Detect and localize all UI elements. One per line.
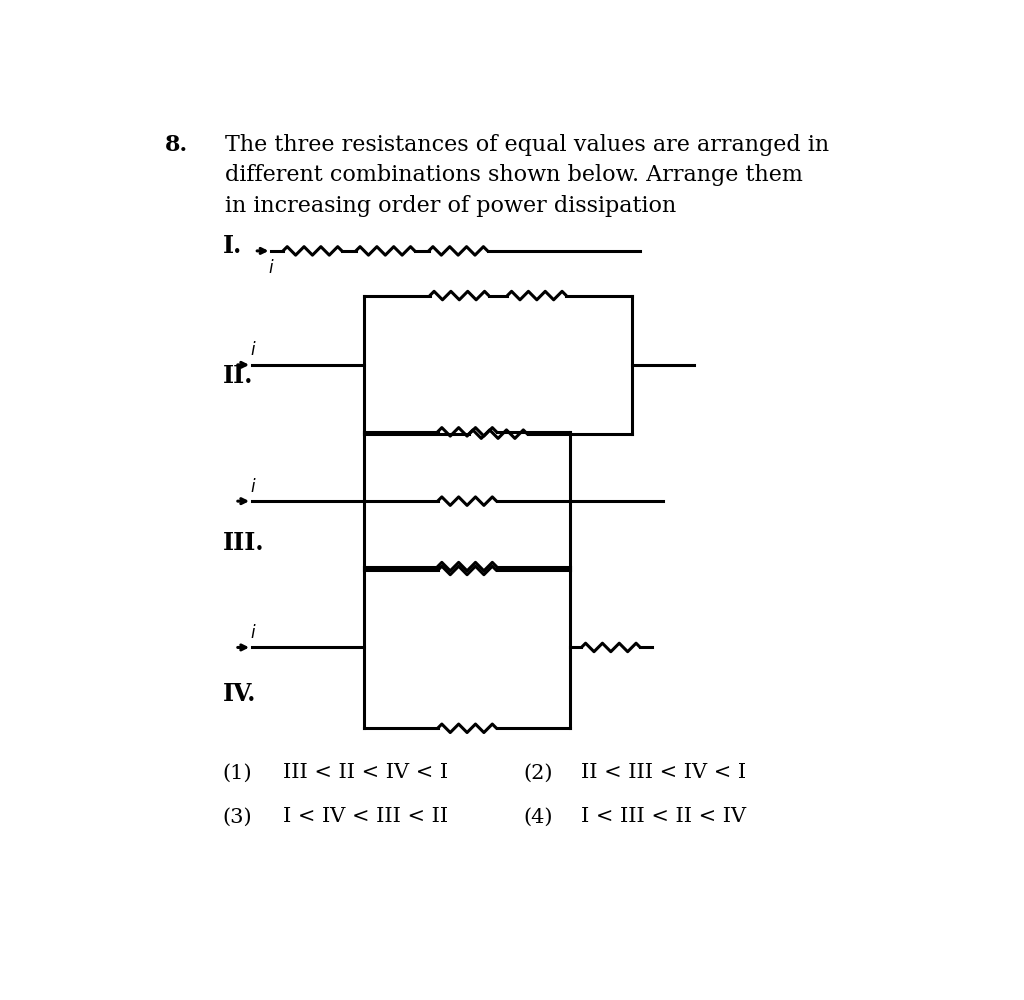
- Text: I < IV < III < II: I < IV < III < II: [283, 807, 449, 826]
- Text: $i$: $i$: [251, 478, 257, 496]
- Text: $i$: $i$: [251, 624, 257, 642]
- Text: 8.: 8.: [165, 134, 188, 156]
- Text: I.: I.: [222, 234, 242, 258]
- Text: (3): (3): [222, 807, 252, 826]
- Text: (4): (4): [523, 807, 553, 826]
- Text: IV.: IV.: [222, 682, 256, 706]
- Text: (1): (1): [222, 763, 252, 782]
- Text: III < II < IV < I: III < II < IV < I: [283, 763, 449, 782]
- Text: $i$: $i$: [251, 341, 257, 359]
- Text: I < III < II < IV: I < III < II < IV: [582, 807, 746, 826]
- Text: The three resistances of equal values are arranged in
different combinations sho: The three resistances of equal values ar…: [225, 134, 829, 217]
- Text: II < III < IV < I: II < III < IV < I: [582, 763, 746, 782]
- Text: (2): (2): [523, 763, 553, 782]
- Text: III.: III.: [222, 532, 264, 556]
- Text: $i$: $i$: [267, 259, 274, 277]
- Text: II.: II.: [222, 364, 253, 388]
